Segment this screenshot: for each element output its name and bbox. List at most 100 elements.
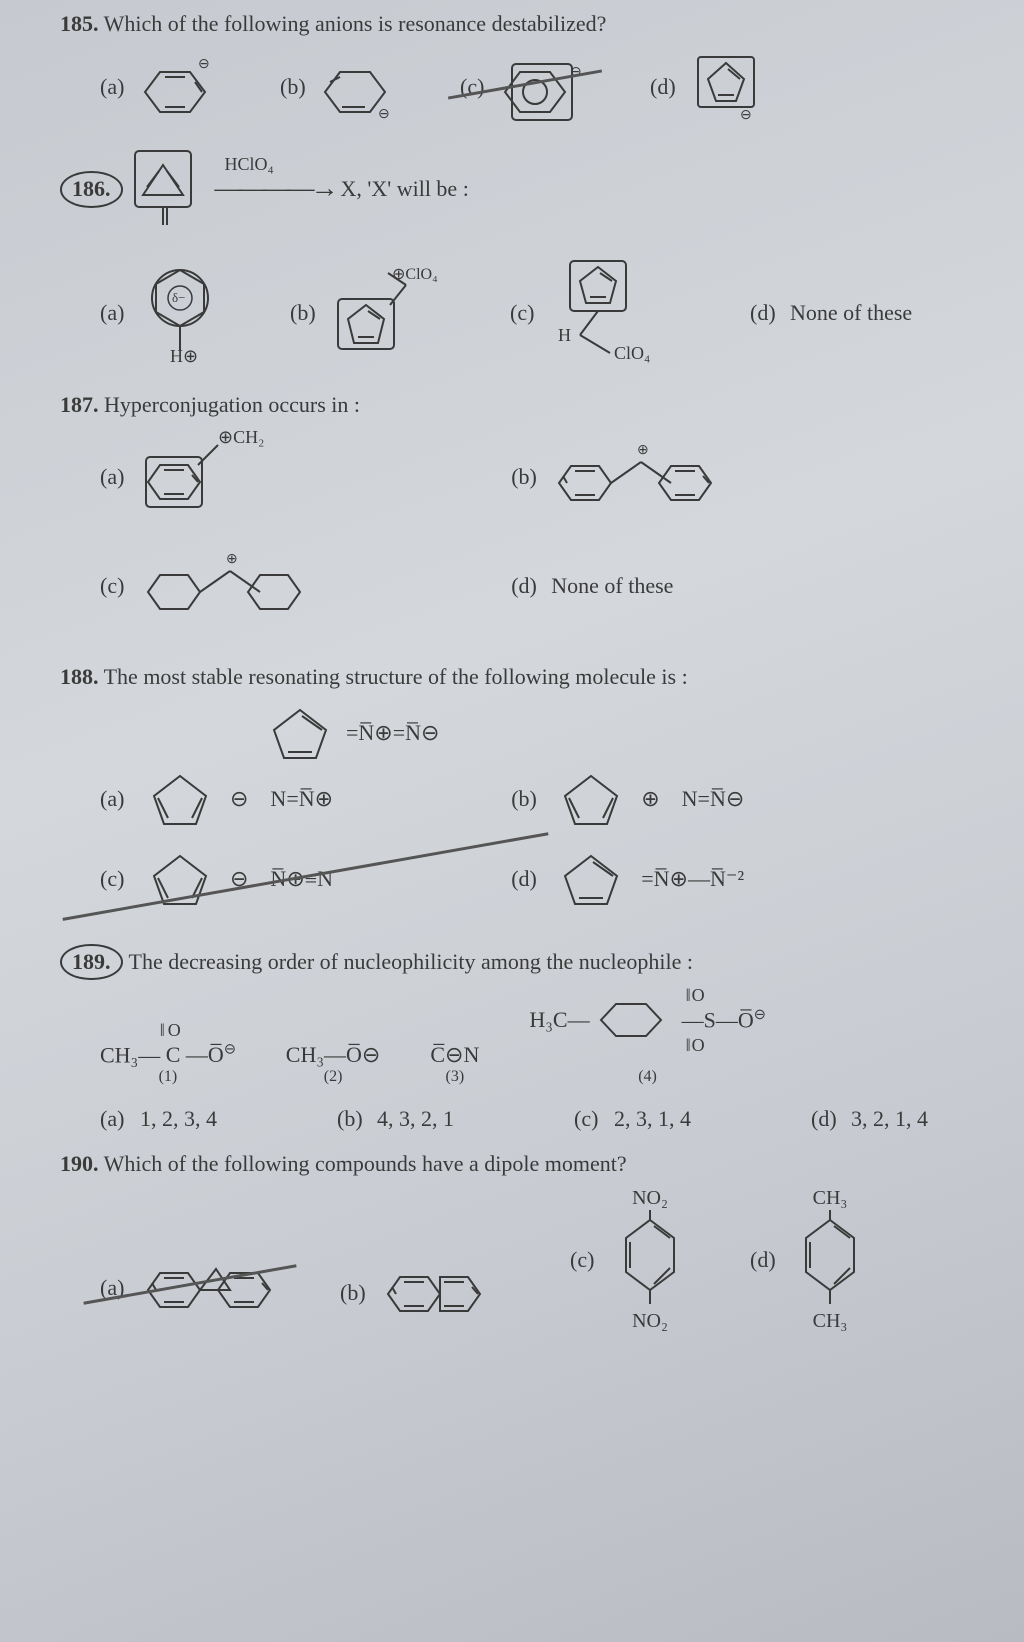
q187-options: (a) ⊕CH₂ (: [100, 427, 994, 645]
q189-s3: C̅⊖N (3): [430, 1042, 479, 1086]
q187-opt-b: (b): [511, 427, 922, 527]
q190-c-label: (c): [570, 1247, 600, 1273]
q190-opt-c: (c) NO₂ NO₂: [570, 1187, 690, 1333]
q188-d-txt: =N̅⊕—N̅⁻²: [641, 866, 744, 892]
q189-s2: CH₃—O̅⊖ (2): [286, 1042, 381, 1086]
q187-c-struct: ⊕: [140, 541, 340, 631]
q189-a-label: (a): [100, 1106, 130, 1132]
q190-a-label: (a): [100, 1275, 130, 1301]
q190-num: 190.: [60, 1151, 99, 1176]
q189: 189. The decreasing order of nucleophili…: [60, 944, 994, 1133]
q189-s1: CH₃— O ‖ C —O̅⊖ (1): [100, 1042, 236, 1086]
q190-opt-b: (b): [340, 1253, 510, 1333]
q185-opt-d: (d) ⊖: [650, 47, 780, 127]
svg-text:⊖: ⊖: [198, 57, 210, 72]
svg-text:ClO₄: ClO₄: [614, 343, 650, 363]
svg-text:δ−: δ−: [172, 290, 185, 305]
q187-b-struct: ⊕: [551, 432, 751, 522]
q186-opt-a: (a) δ− H⊕: [100, 258, 230, 368]
q188-a-txt: ⊖ N=N̅⊕: [230, 786, 333, 812]
q188-b-label: (b): [511, 786, 541, 812]
q185-a-struct: ⊖: [140, 52, 220, 122]
q189-opt-c: (c) 2, 3, 1, 4: [574, 1106, 691, 1132]
q186-num-circled: 186.: [60, 171, 123, 208]
q190-opt-d: (d) CH₃ CH₃: [750, 1187, 870, 1333]
q186-num: 186.: [72, 175, 111, 204]
q189-options: (a) 1, 2, 3, 4 (b) 4, 3, 2, 1 (c) 2, 3, …: [100, 1106, 994, 1132]
q186-opt-d: (d) None of these: [750, 300, 912, 326]
q186: 186. HClO₄ ――――→ X, 'X' w: [60, 145, 994, 373]
q188-stem: 188. The most stable resonating structur…: [60, 663, 994, 692]
q190-b-struct: [380, 1253, 510, 1333]
q189-n1: (1): [100, 1068, 236, 1086]
q188-opt-d: (d) =N̅⊕—N̅⁻²: [511, 846, 922, 912]
q189-s2-txt: CH₃—O̅⊖: [286, 1042, 381, 1068]
q188-c-txt: ⊖ N̅⊕≡N: [230, 866, 333, 892]
q186-stem: 186. HClO₄ ――――→ X, 'X' w: [60, 145, 994, 235]
q186-c-label: (c): [510, 300, 540, 326]
q186-a-struct: δ− H⊕: [140, 258, 230, 368]
q190-c-bot: NO₂: [610, 1310, 690, 1333]
q185-b-struct: ⊖: [320, 52, 400, 122]
q187-c-label: (c): [100, 573, 130, 599]
q189-species-row: CH₃— O ‖ C —O̅⊖ (1) CH₃—O̅⊖ (2) C̅⊖N (3): [100, 992, 994, 1086]
q189-s3-txt: C̅⊖N: [430, 1042, 479, 1068]
q189-num-circled: 189.: [60, 944, 123, 981]
q185-opt-b: (b) ⊖: [280, 52, 400, 122]
q187: 187. Hyperconjugation occurs in : (a): [60, 391, 994, 646]
q186-options: (a) δ− H⊕ (b): [100, 253, 994, 373]
q188: 188. The most stable resonating structur…: [60, 663, 994, 926]
q187-opt-c: (c) ⊕: [100, 541, 511, 631]
q185-b-label: (b): [280, 74, 310, 100]
q190-b-label: (b): [340, 1280, 370, 1306]
q190-opt-a: (a): [100, 1243, 280, 1333]
q185-opt-c: (c) ⊖: [460, 52, 590, 122]
q185: 185. Which of the following anions is re…: [60, 10, 994, 127]
q186-opt-b: (b) ⊕ClO₄: [290, 263, 450, 363]
svg-text:⊕: ⊕: [226, 552, 238, 567]
q187-stem: 187. Hyperconjugation occurs in :: [60, 391, 994, 420]
q188-mol-row: =N̅⊕=N̅⊖: [260, 700, 994, 766]
q189-stem: 189. The decreasing order of nucleophili…: [60, 944, 994, 981]
svg-text:⊕ClO₄: ⊕ClO₄: [392, 266, 438, 283]
q188-opt-c: (c) ⊖ N̅⊕≡N: [100, 846, 511, 912]
q187-d-label: (d): [511, 573, 541, 599]
svg-text:⊕CH₂: ⊕CH₂: [218, 427, 264, 447]
q189-text: The decreasing order of nucleophilicity …: [129, 948, 693, 977]
q186-d-label: (d): [750, 300, 780, 326]
svg-text:H⊕: H⊕: [170, 346, 198, 366]
q185-d-struct: ⊖: [690, 47, 780, 127]
q186-start-struct: [129, 145, 209, 235]
q188-text: The most stable resonating structure of …: [104, 664, 688, 689]
q186-b-label: (b): [290, 300, 320, 326]
q187-num: 187.: [60, 392, 99, 417]
q189-c-label: (c): [574, 1106, 604, 1132]
q188-num: 188.: [60, 664, 99, 689]
q188-d-label: (d): [511, 866, 541, 892]
q186-a-label: (a): [100, 300, 130, 326]
q190-a-struct: [140, 1243, 280, 1333]
q187-b-label: (b): [511, 464, 541, 490]
q186-b-struct: ⊕ClO₄: [330, 263, 450, 363]
svg-text:⊖: ⊖: [570, 65, 582, 80]
q188-opt-b: (b) ⊕ N=N̅⊖: [511, 766, 922, 832]
svg-text:⊕: ⊕: [637, 443, 649, 458]
svg-text:⊖: ⊖: [378, 107, 390, 122]
q188-c-ring: [140, 846, 220, 912]
q188-b-ring: [551, 766, 631, 832]
q189-s4l: H₃C—: [529, 1007, 589, 1033]
q189-n3: (3): [430, 1068, 479, 1086]
q188-a-ring: [140, 766, 220, 832]
q187-a-struct: ⊕CH₂: [140, 427, 270, 527]
q188-b-txt: ⊕ N=N̅⊖: [641, 786, 744, 812]
q185-opt-a: (a) ⊖: [100, 52, 220, 122]
q188-c-label: (c): [100, 866, 130, 892]
q186-opt-c: (c) H ClO₄: [510, 253, 690, 373]
q189-b-label: (b): [337, 1106, 367, 1132]
q187-text: Hyperconjugation occurs in :: [104, 392, 360, 417]
q188-d-ring: [551, 846, 631, 912]
q185-num: 185.: [60, 11, 99, 36]
q190: 190. Which of the following compounds ha…: [60, 1150, 994, 1333]
q189-a-txt: 1, 2, 3, 4: [140, 1106, 217, 1132]
q190-c-struct: NO₂ NO₂: [610, 1187, 690, 1333]
